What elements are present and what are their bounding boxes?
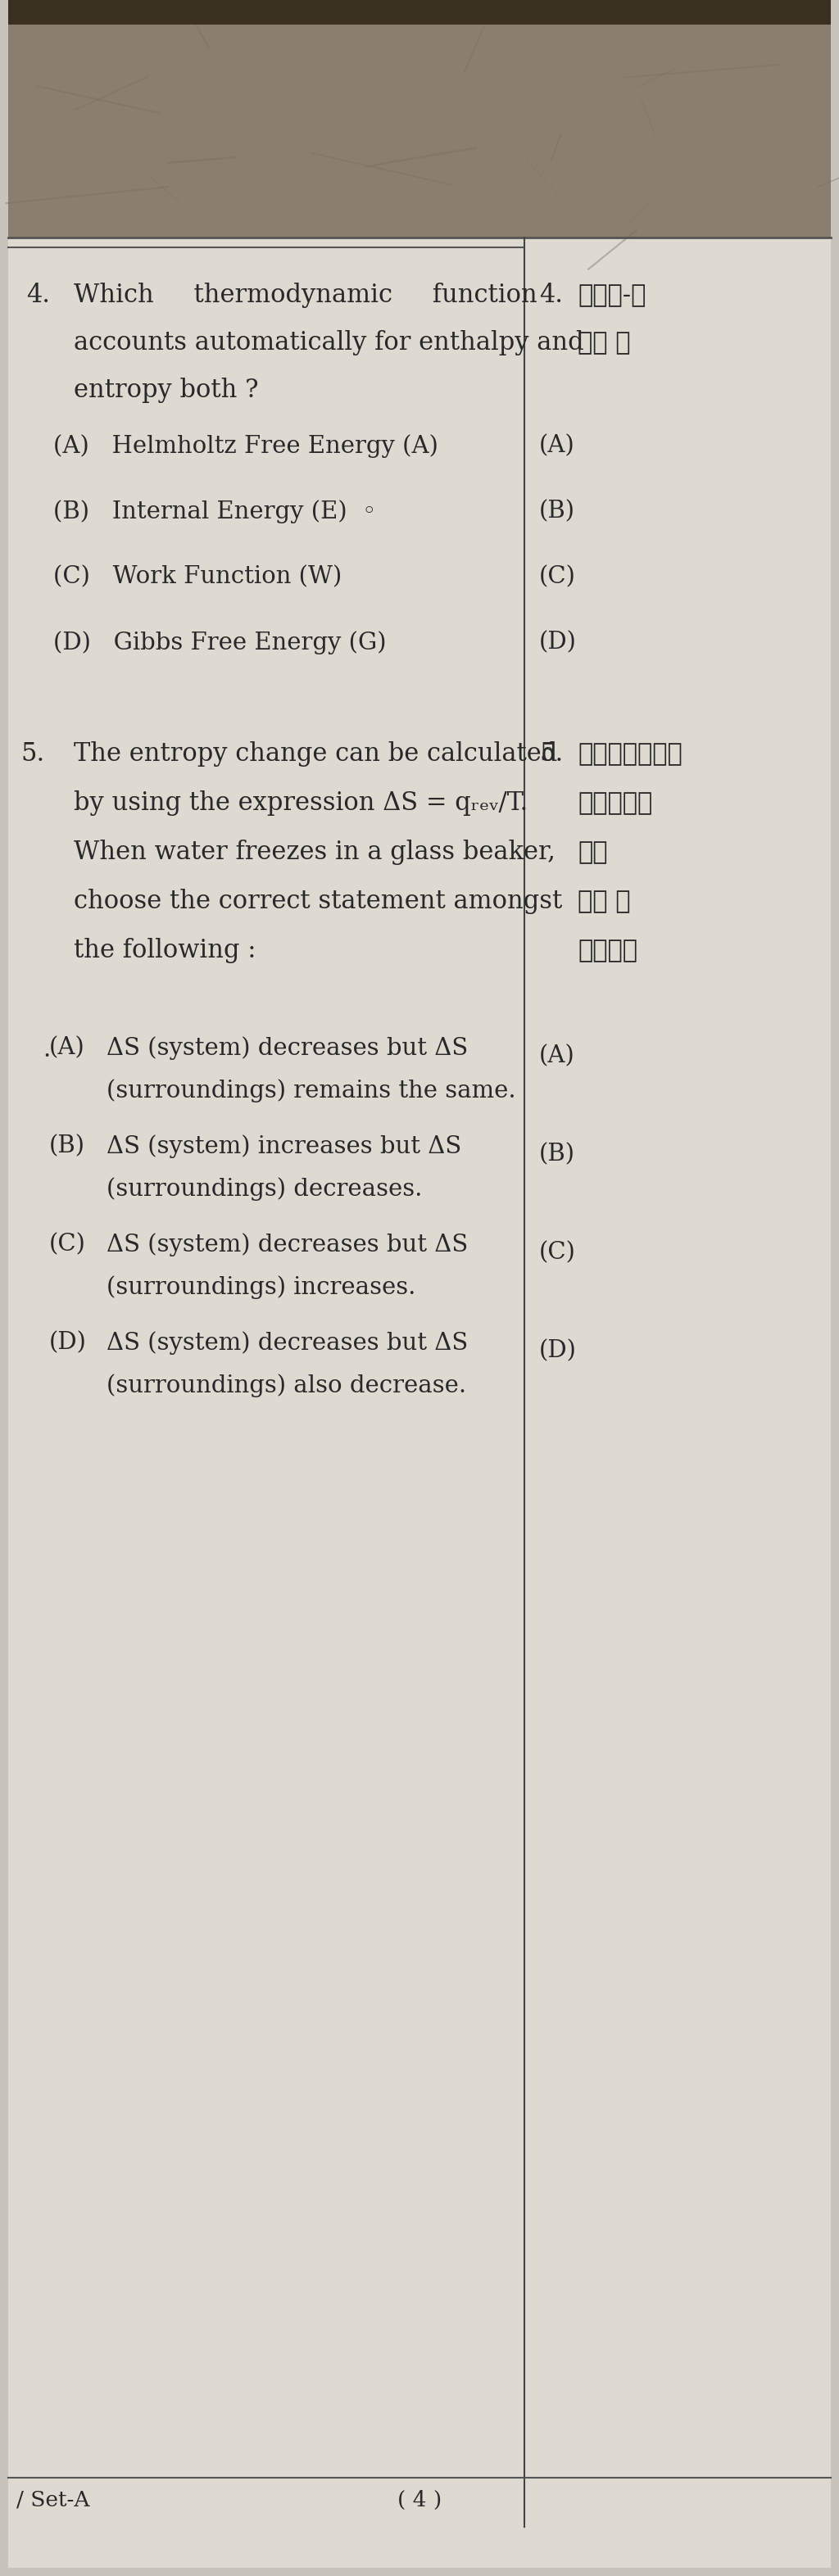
Text: ( 4 ): ( 4 ) bbox=[398, 2491, 441, 2512]
Text: by using the expression ΔS = qᵣₑᵥ/T.: by using the expression ΔS = qᵣₑᵥ/T. bbox=[74, 791, 528, 817]
Text: ΔS (system) decreases but ΔS: ΔS (system) decreases but ΔS bbox=[107, 1234, 468, 1257]
Text: (A)   Helmholtz Free Energy (A): (A) Helmholtz Free Energy (A) bbox=[53, 435, 438, 459]
Text: एन्ट्रा: एन्ट्रा bbox=[577, 742, 682, 768]
Text: कीजि: कीजि bbox=[577, 938, 638, 963]
Text: (A): (A) bbox=[539, 435, 575, 456]
Text: (B)   Internal Energy (E)  ◦: (B) Internal Energy (E) ◦ bbox=[53, 500, 376, 523]
Text: the following :: the following : bbox=[74, 938, 256, 963]
Text: accounts automatically for enthalpy and: accounts automatically for enthalpy and bbox=[74, 330, 584, 355]
Text: (C): (C) bbox=[539, 564, 576, 587]
Text: ΔS (system) decreases but ΔS: ΔS (system) decreases but ΔS bbox=[107, 1036, 468, 1059]
Text: The entropy change can be calculated: The entropy change can be calculated bbox=[74, 742, 557, 768]
Text: (surroundings) increases.: (surroundings) increases. bbox=[107, 1275, 415, 1298]
Text: (B): (B) bbox=[539, 500, 576, 523]
Text: जब: जब bbox=[577, 840, 607, 866]
Text: (C): (C) bbox=[539, 1242, 576, 1265]
Text: 5.: 5. bbox=[20, 742, 44, 768]
Text: कौन-स: कौन-स bbox=[577, 283, 646, 309]
Text: 5.: 5. bbox=[539, 742, 563, 768]
Text: choose the correct statement amongst: choose the correct statement amongst bbox=[74, 889, 562, 914]
Text: 4.: 4. bbox=[26, 283, 50, 309]
Text: / Set-A: / Set-A bbox=[17, 2491, 90, 2512]
Text: (C)   Work Function (W): (C) Work Function (W) bbox=[53, 564, 341, 587]
Text: (D): (D) bbox=[50, 1332, 86, 1355]
Text: entropy both ?: entropy both ? bbox=[74, 379, 258, 402]
Text: When water freezes in a glass beaker,: When water freezes in a glass beaker, bbox=[74, 840, 555, 866]
Text: (surroundings) also decrease.: (surroundings) also decrease. bbox=[107, 1373, 466, 1396]
Text: (C): (C) bbox=[50, 1234, 86, 1255]
Text: (B): (B) bbox=[539, 1144, 576, 1164]
Bar bbox=[8, 0, 831, 237]
Text: और ए: और ए bbox=[577, 330, 630, 355]
Text: (surroundings) remains the same.: (surroundings) remains the same. bbox=[107, 1079, 516, 1103]
Text: ΔS (system) increases but ΔS: ΔS (system) increases but ΔS bbox=[107, 1133, 461, 1159]
Text: (D): (D) bbox=[539, 1340, 576, 1363]
Text: व्यंज: व्यंज bbox=[577, 791, 653, 817]
Text: .: . bbox=[43, 1038, 50, 1061]
Bar bbox=[8, 0, 831, 26]
Text: (A): (A) bbox=[539, 1043, 575, 1066]
Text: (D)   Gibbs Free Energy (G): (D) Gibbs Free Energy (G) bbox=[53, 631, 386, 654]
Text: (D): (D) bbox=[539, 631, 576, 654]
Text: 4.: 4. bbox=[539, 283, 563, 309]
Text: ΔS (system) decreases but ΔS: ΔS (system) decreases but ΔS bbox=[107, 1332, 468, 1355]
Text: तो फ: तो फ bbox=[577, 889, 630, 914]
Text: Which     thermodynamic     function: Which thermodynamic function bbox=[74, 283, 537, 309]
Text: (surroundings) decreases.: (surroundings) decreases. bbox=[107, 1177, 422, 1200]
Text: (B): (B) bbox=[50, 1133, 86, 1157]
Text: (A): (A) bbox=[50, 1036, 85, 1059]
